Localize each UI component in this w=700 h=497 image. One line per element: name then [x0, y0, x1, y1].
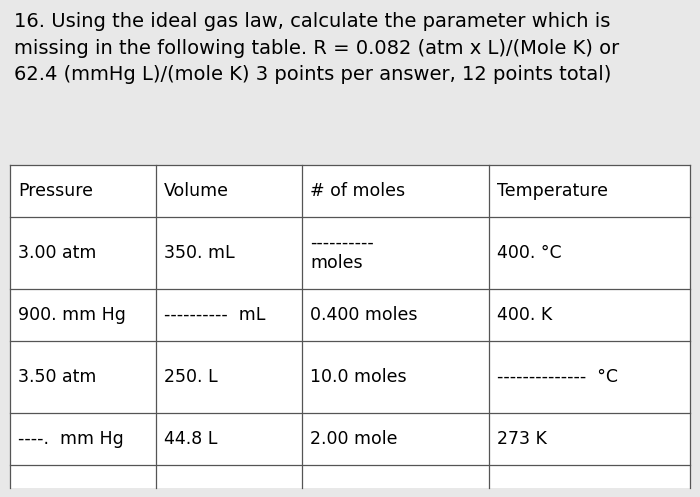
Text: 350. mL: 350. mL	[164, 244, 235, 262]
Text: 900. mm Hg: 900. mm Hg	[18, 306, 126, 324]
Text: ----------
moles: ---------- moles	[310, 234, 374, 272]
Bar	[10, 165, 690, 488]
Text: 10.0 moles: 10.0 moles	[310, 368, 407, 386]
Text: 400. °C: 400. °C	[498, 244, 562, 262]
Text: # of moles: # of moles	[310, 182, 405, 200]
Text: 273 K: 273 K	[498, 430, 547, 448]
Text: 16. Using the ideal gas law, calculate the parameter which is
missing in the fol: 16. Using the ideal gas law, calculate t…	[14, 12, 620, 84]
Text: Pressure: Pressure	[18, 182, 93, 200]
Text: Temperature: Temperature	[498, 182, 608, 200]
Text: ----------  mL: ---------- mL	[164, 306, 265, 324]
Text: 250. L: 250. L	[164, 368, 218, 386]
Text: 44.8 L: 44.8 L	[164, 430, 218, 448]
Text: Volume: Volume	[164, 182, 229, 200]
Text: ----.  mm Hg: ----. mm Hg	[18, 430, 124, 448]
Text: 3.00 atm: 3.00 atm	[18, 244, 97, 262]
Text: 2.00 mole: 2.00 mole	[310, 430, 398, 448]
Text: 3.50 atm: 3.50 atm	[18, 368, 97, 386]
Text: --------------  °C: -------------- °C	[498, 368, 618, 386]
Text: 0.400 moles: 0.400 moles	[310, 306, 418, 324]
Text: 400. K: 400. K	[498, 306, 553, 324]
